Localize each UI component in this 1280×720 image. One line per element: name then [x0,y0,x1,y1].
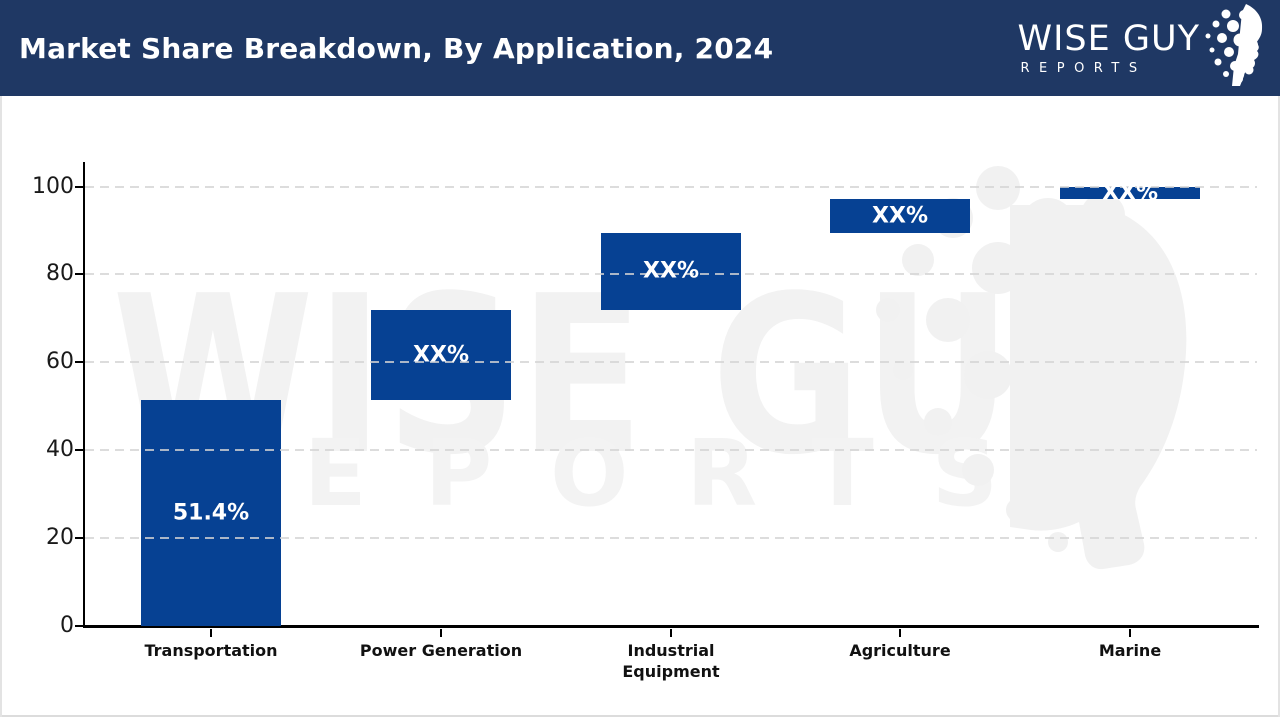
y-tick-label: 100 [32,173,74,199]
bar-value-label: XX% [643,258,699,284]
y-tick-label: 60 [46,349,74,375]
logo-subtitle: REPORTS [1020,60,1147,76]
bottom-divider-line [0,715,1280,717]
x-tick [1129,629,1131,637]
x-axis-spine [83,625,1259,628]
x-tick [440,629,442,637]
y-axis-spine [83,162,85,627]
bar-value-label: XX% [413,342,469,368]
gridline [85,449,1257,452]
y-tick-label: 40 [46,437,74,463]
gridline [85,273,1257,276]
bar-value-label: XX% [1102,180,1158,206]
bar-marine [1060,186,1200,199]
logo-face-icon [1205,4,1263,86]
x-tick [210,629,212,637]
watermark-text-secondary: REPORTS [175,420,1057,527]
y-tick-label: 20 [46,525,74,551]
gridline [85,361,1257,364]
y-tick [75,537,84,540]
x-tick-label: Industrial Equipment [622,641,720,681]
logo-wordmark-block: WISE GUY REPORTS [1017,18,1200,76]
left-edge-line [0,96,2,717]
y-tick-label: 80 [46,261,74,287]
bar-power-generation [371,309,511,401]
y-tick [75,273,84,276]
header-bar: Market Share Breakdown, By Application, … [0,0,1280,96]
y-tick-label: 0 [60,613,74,638]
logo-wordmark: WISE GUY [1017,18,1200,59]
x-tick [899,629,901,637]
bar-transportation [141,400,281,626]
x-tick-label: Transportation [144,641,278,660]
y-tick [75,361,84,364]
gridline [85,537,1257,540]
y-tick [75,449,84,452]
x-tick [670,629,672,637]
brand-logo: WISE GUY REPORTS [1017,4,1280,88]
right-edge-line [1278,96,1280,717]
x-tick-label: Power Generation [359,641,523,660]
y-tick [75,625,84,627]
gridline [85,185,1257,188]
bar-value-label: 51.4% [172,500,250,526]
bar-value-label: XX% [872,203,928,229]
page-title: Market Share Breakdown, By Application, … [19,31,774,65]
bar-agriculture [830,198,970,233]
bar-industrial-equipment [601,232,741,310]
x-tick-label: Agriculture [849,641,951,660]
y-tick [75,185,84,188]
x-tick-label: Marine [1098,641,1162,660]
